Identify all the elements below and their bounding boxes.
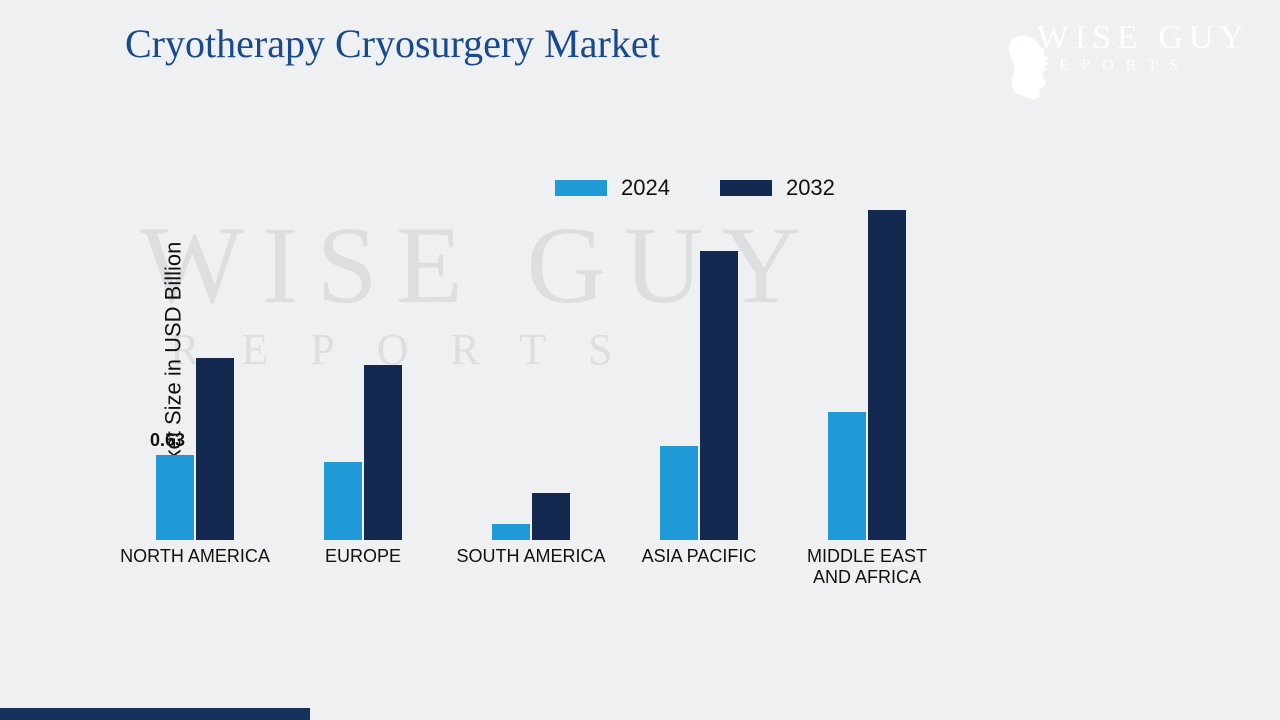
bar-2032 xyxy=(196,358,234,540)
bar-2032 xyxy=(868,210,906,540)
brand-line1: WISE GUY xyxy=(1037,19,1250,56)
bar-2032 xyxy=(700,251,738,540)
x-axis-label: ASIA PACIFIC xyxy=(619,546,779,567)
bar-2024 xyxy=(660,446,698,540)
bar-2024 xyxy=(156,455,194,540)
chart-title: Cryotherapy Cryosurgery Market xyxy=(125,20,660,67)
x-axis-label: NORTH AMERICA xyxy=(115,546,275,567)
x-axis-label: SOUTH AMERICA xyxy=(451,546,611,567)
plot-area: 0.63NORTH AMERICAEUROPESOUTH AMERICAASIA… xyxy=(135,190,975,540)
x-axis-label: EUROPE xyxy=(283,546,443,567)
bar-2024 xyxy=(324,462,362,540)
chart: Market Size in USD Billion 0.63NORTH AME… xyxy=(95,160,975,580)
stage: WISE GUY REPORTS Cryotherapy Cryosurgery… xyxy=(0,0,1280,720)
bottom-accent-bar xyxy=(0,708,310,720)
bar-2024 xyxy=(492,524,530,540)
bar-2032 xyxy=(364,365,402,540)
bar-value-label: 0.63 xyxy=(150,430,185,451)
brand-logo: WISE GUY REPORTS xyxy=(1037,20,1250,74)
x-axis-label: MIDDLE EAST AND AFRICA xyxy=(787,546,947,587)
brand-line2: REPORTS xyxy=(1037,58,1250,75)
bar-2032 xyxy=(532,493,570,540)
bar-2024 xyxy=(828,412,866,540)
